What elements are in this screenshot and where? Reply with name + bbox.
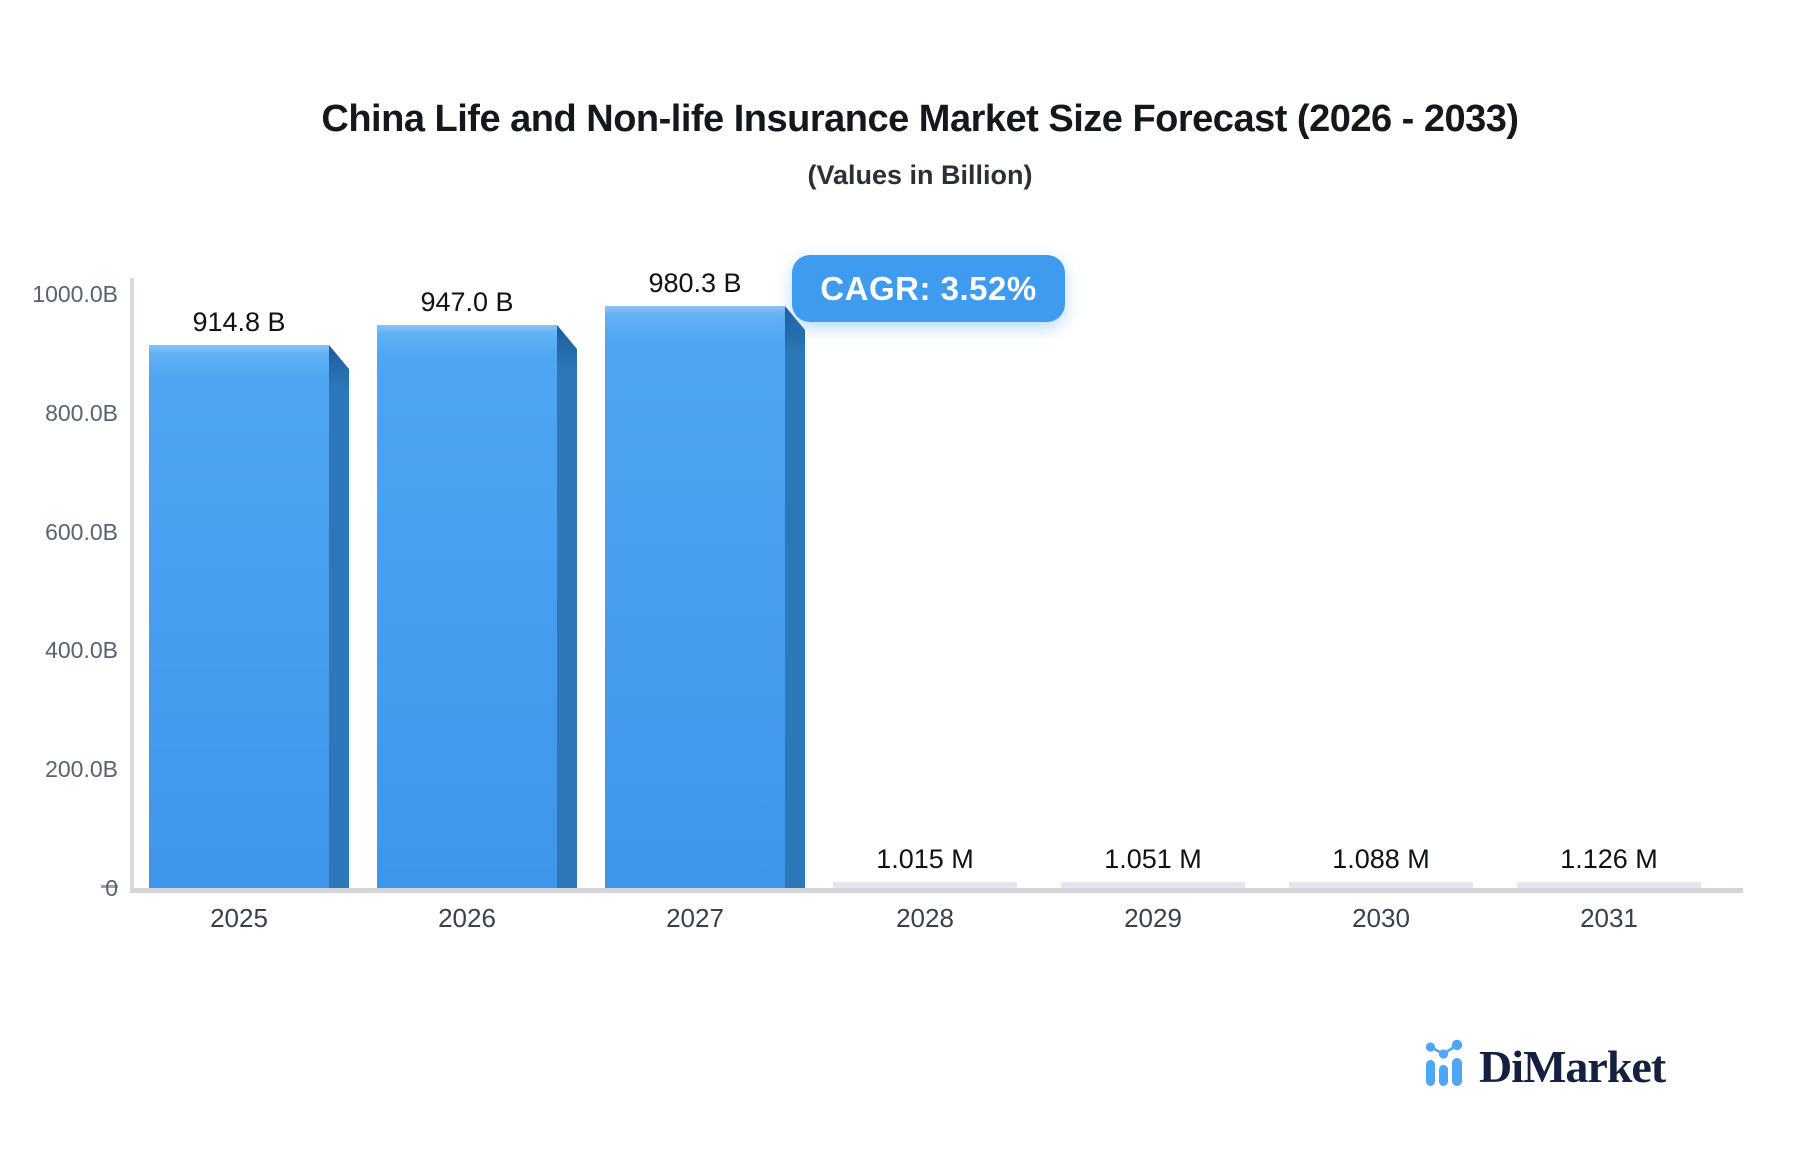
y-tick-label: 600.0B <box>45 518 118 545</box>
x-axis-line <box>130 888 1743 893</box>
x-axis-label-2028: 2028 <box>896 903 954 933</box>
y-tick-label: 200.0B <box>45 756 118 783</box>
bar-side-shade <box>557 325 577 888</box>
value-label-2031: 1.126 M <box>1560 844 1658 874</box>
value-label-2028: 1.015 M <box>876 844 974 874</box>
y-tick-label: 1000.0B <box>32 281 118 307</box>
value-label-2030: 1.088 M <box>1332 844 1430 874</box>
cagr-badge: CAGR: 3.52% <box>792 255 1065 322</box>
y-tick-label: 800.0B <box>45 399 118 426</box>
bar-chart-trend-icon <box>1423 1038 1465 1095</box>
x-axis-label-2026: 2026 <box>438 903 496 933</box>
zero-tick-mark <box>101 885 118 888</box>
y-tick-label: 400.0B <box>45 637 118 664</box>
y-tick-label: 0 <box>105 875 118 901</box>
value-label-2025: 914.8 B <box>192 307 286 337</box>
bar-2027 <box>605 306 805 888</box>
chart-title: China Life and Non-life Insurance Market… <box>321 98 1519 140</box>
value-label-2029: 1.051 M <box>1104 844 1202 874</box>
bar-2028 <box>833 882 1017 888</box>
bar-2029 <box>1061 882 1245 888</box>
bar-2031 <box>1517 882 1701 888</box>
x-axis-label-2031: 2031 <box>1580 903 1638 933</box>
bar-2026 <box>377 325 577 888</box>
bar-side-shade <box>785 306 805 888</box>
y-axis-line <box>130 278 134 893</box>
x-axis-label-2027: 2027 <box>666 903 724 933</box>
bar-face <box>605 306 785 888</box>
value-label-2026: 947.0 B <box>420 287 514 317</box>
brand-name: DiMarket <box>1479 1041 1666 1092</box>
bar-2025 <box>149 345 349 888</box>
dimarket-logo: DiMarket <box>1423 1038 1666 1095</box>
bar-face <box>377 325 557 888</box>
chart-subtitle: (Values in Billion) <box>807 160 1033 190</box>
bar-side-shade <box>329 345 349 888</box>
bar-face <box>149 345 329 888</box>
x-axis-label-2030: 2030 <box>1352 903 1410 933</box>
x-axis-label-2029: 2029 <box>1124 903 1182 933</box>
value-label-2027: 980.3 B <box>648 268 742 298</box>
x-axis-label-2025: 2025 <box>210 903 268 933</box>
bar-2030 <box>1289 882 1473 888</box>
